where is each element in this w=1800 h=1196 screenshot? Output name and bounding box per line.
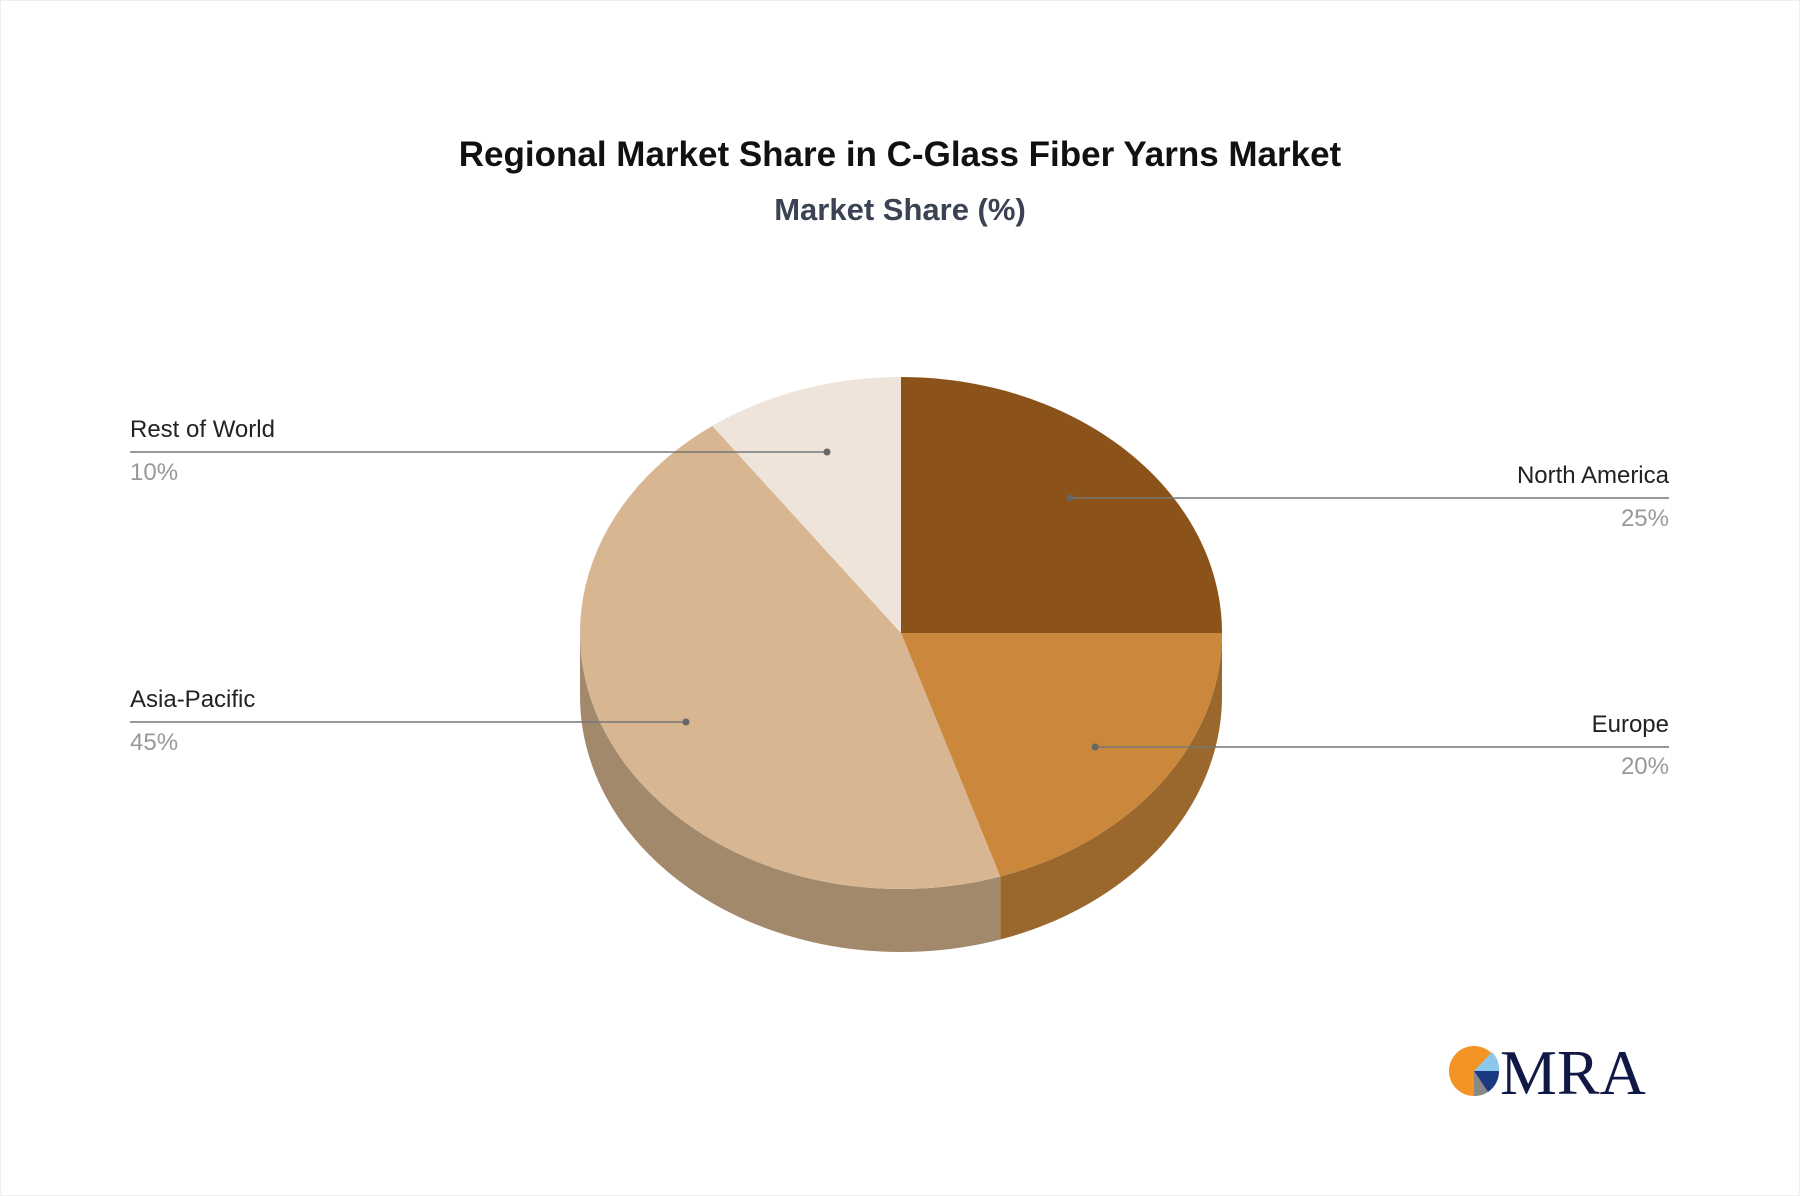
label-asia-pacific: Asia-Pacific [130, 686, 256, 713]
pct-asia-pacific: 45% [130, 729, 179, 756]
leader-dot-north-america [1066, 494, 1074, 502]
chart-subtitle: Market Share (%) [774, 192, 1026, 227]
mra-logo: MRA [1449, 1040, 1646, 1108]
pct-rest-of-world: 10% [130, 459, 179, 486]
label-north-america: North America [1516, 462, 1669, 489]
pie-slice-europe[interactable] [901, 633, 1222, 877]
pct-north-america: 25% [1620, 505, 1669, 532]
label-rest-of-world: Rest of World [130, 416, 275, 443]
leader-dot-rest-of-world [823, 448, 831, 456]
pie-slice-rest-of-world[interactable] [712, 377, 901, 633]
svg-text:MRA: MRA [1500, 1040, 1646, 1108]
pie-slice-north-america[interactable] [901, 377, 1222, 633]
leader-dot-asia-pacific [682, 718, 690, 726]
leader-dot-europe [1091, 743, 1099, 751]
label-europe: Europe [1591, 711, 1669, 738]
chart-title: Regional Market Share in C-Glass Fiber Y… [458, 135, 1342, 174]
pie-side-europe [1000, 633, 1222, 940]
pie-slice-asia-pacific[interactable] [580, 425, 1001, 889]
pct-europe: 20% [1620, 753, 1669, 780]
pie-side-asia-pacific [580, 633, 1001, 952]
